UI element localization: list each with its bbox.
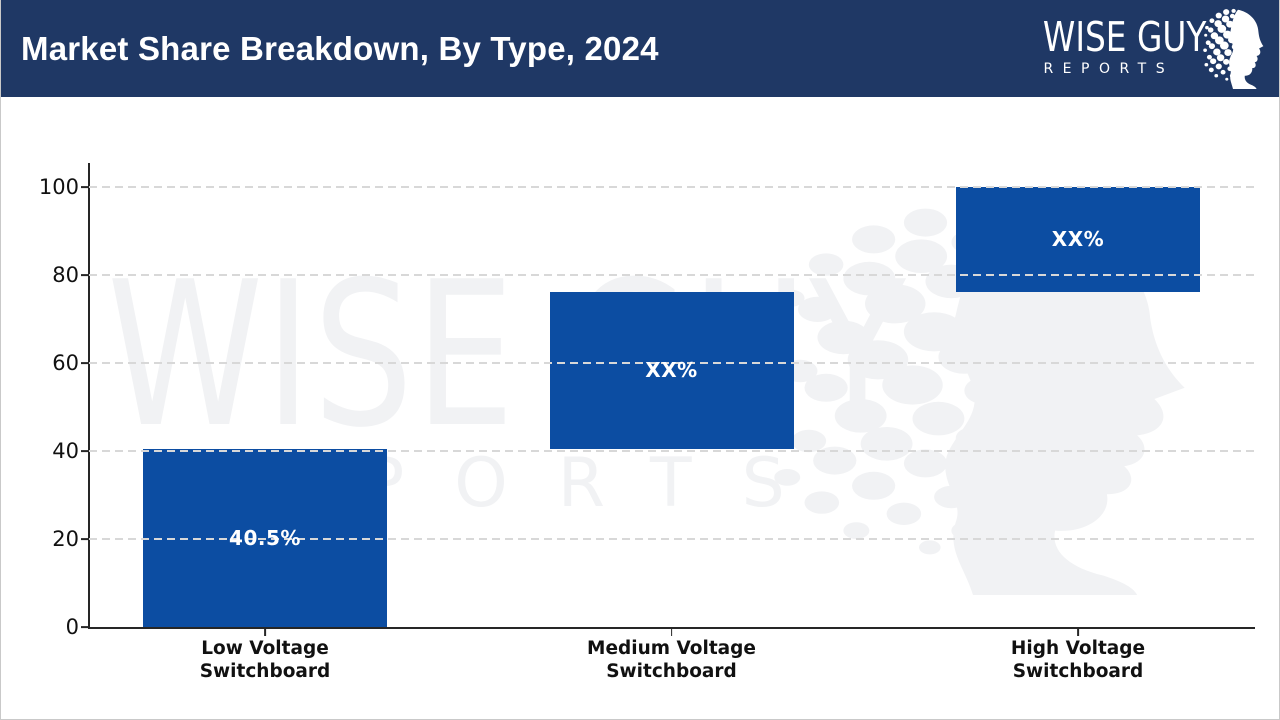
gridline-20	[89, 538, 1255, 540]
y-axis-line	[87, 163, 90, 629]
y-tick-label: 20	[52, 527, 79, 551]
bar-value-label: XX%	[1051, 227, 1105, 252]
logo-text: WISE GUY REPORTS	[1002, 13, 1206, 78]
logo-wordmark: WISE GUY	[1042, 13, 1206, 61]
y-tick-mark	[81, 450, 88, 452]
gridline-40	[89, 450, 1255, 452]
y-tick-label: 100	[38, 175, 79, 199]
wiseguy-logo: WISE GUY REPORTS	[1034, 5, 1264, 92]
y-tick-label: 80	[52, 263, 79, 287]
chart-title: Market Share Breakdown, By Type, 2024	[21, 29, 659, 67]
y-tick-mark	[81, 626, 88, 628]
x-axis-line	[87, 626, 1255, 629]
x-axis-category-label: Low Voltage Switchboard	[199, 638, 331, 682]
logo-subtext: REPORTS	[1043, 61, 1175, 77]
bar-low-voltage-switchboard	[143, 448, 387, 627]
x-tick-mark	[264, 629, 266, 636]
bar-value-label: 40.5%	[229, 525, 301, 550]
y-tick-mark	[81, 362, 88, 364]
y-tick-mark	[81, 538, 88, 540]
x-tick-mark	[670, 629, 673, 636]
bar-value-label: XX%	[645, 358, 698, 383]
gridline-60	[89, 362, 1255, 364]
gridline-80	[89, 274, 1255, 276]
x-axis-category-label: Medium Voltage Switchboard	[587, 638, 756, 682]
y-tick-mark	[81, 186, 88, 188]
x-axis-category-label: High Voltage Switchboard	[1010, 638, 1146, 682]
y-tick-label: 0	[65, 615, 79, 639]
y-tick-label: 60	[52, 351, 79, 375]
y-tick-mark	[81, 274, 88, 276]
header-bar: Market Share Breakdown, By Type, 2024 WI…	[1, 0, 1279, 97]
x-tick-mark	[1077, 629, 1079, 636]
bar-medium-voltage-switchboard	[549, 291, 794, 449]
y-tick-label: 40	[52, 439, 79, 463]
gridline-100	[89, 186, 1255, 188]
wiseguy-head-icon	[1202, 8, 1264, 89]
